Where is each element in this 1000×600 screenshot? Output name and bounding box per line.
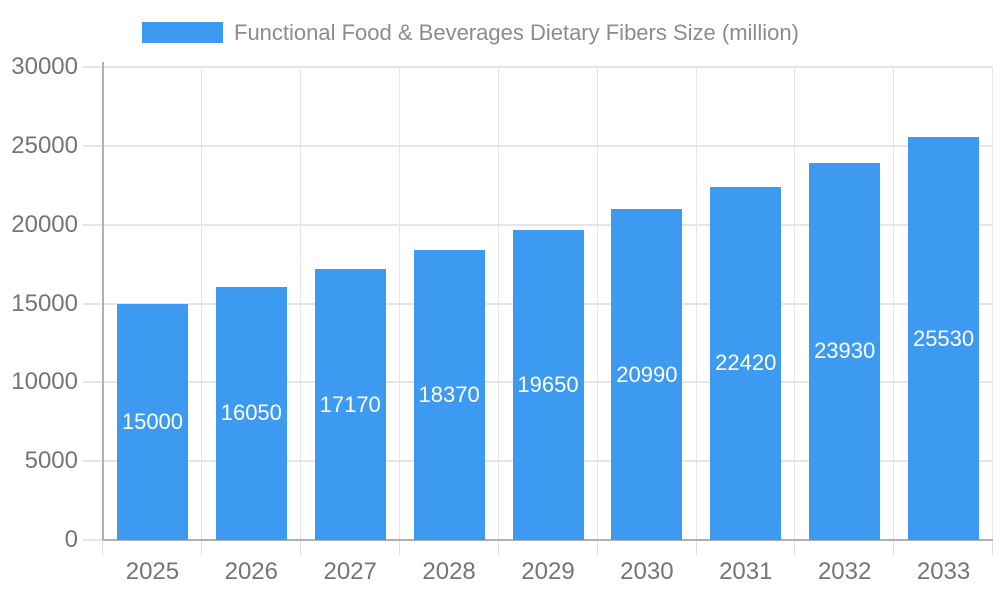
bar-2032[interactable]	[809, 162, 881, 540]
y-axis-zero-tick	[83, 539, 103, 541]
legend[interactable]: Functional Food & Beverages Dietary Fibe…	[142, 20, 799, 45]
x-axis-tick	[695, 540, 697, 555]
x-axis-tick-label: 2030	[620, 558, 674, 585]
x-axis-tick-label: 2027	[323, 558, 377, 585]
bar-2027[interactable]	[314, 269, 386, 540]
bar-2029[interactable]	[512, 230, 584, 540]
x-axis-tick	[794, 540, 796, 555]
y-axis-tick-label: 15000	[11, 289, 78, 317]
gridline-vertical	[201, 67, 203, 540]
y-axis-tick-label: 5000	[24, 447, 78, 475]
x-axis-tick-label: 2025	[125, 558, 180, 585]
bar-2033[interactable]	[908, 137, 980, 540]
x-axis-tick-label: 2028	[422, 558, 476, 585]
gridline-horizontal	[83, 144, 993, 147]
x-axis-tick	[992, 540, 994, 555]
gridline-vertical	[398, 67, 400, 540]
x-axis-tick-label: 2026	[224, 558, 278, 585]
x-axis-tick-label: 2031	[719, 558, 773, 585]
y-axis-tick-label: 20000	[11, 210, 78, 238]
bar-2026[interactable]	[215, 286, 287, 540]
x-axis-tick-label: 2032	[817, 558, 872, 585]
x-axis-tick	[497, 540, 499, 555]
x-axis-tick	[201, 540, 203, 555]
x-axis-tick	[300, 540, 302, 555]
x-axis-tick-label: 2033	[916, 558, 971, 585]
y-axis-tick-label: 0	[64, 526, 78, 553]
gridline-vertical	[300, 67, 302, 540]
bar-2025[interactable]	[116, 303, 188, 540]
legend-swatch	[142, 22, 223, 43]
bar-2030[interactable]	[611, 209, 683, 540]
gridline-horizontal	[83, 66, 993, 68]
bar-2028[interactable]	[413, 250, 485, 540]
gridline-vertical	[992, 67, 994, 540]
gridline-vertical	[893, 67, 895, 540]
x-axis-tick	[596, 540, 598, 555]
y-axis-tick-label: 30000	[11, 53, 78, 80]
gridline-vertical	[794, 67, 796, 540]
legend-label: Functional Food & Beverages Dietary Fibe…	[234, 20, 799, 45]
gridline-vertical	[497, 67, 499, 540]
x-axis-tick	[102, 540, 104, 555]
gridline-vertical	[695, 67, 697, 540]
x-axis-tick-label: 2029	[521, 558, 575, 585]
gridline-vertical	[596, 67, 598, 540]
x-axis-line	[103, 539, 993, 541]
gridline-horizontal	[83, 223, 993, 226]
y-axis-tick-label: 10000	[11, 368, 78, 396]
bar-2031[interactable]	[710, 186, 782, 540]
y-axis-tick-label: 25000	[11, 131, 78, 159]
x-axis-tick	[398, 540, 400, 555]
x-axis-tick	[893, 540, 895, 555]
y-axis-line	[102, 62, 104, 540]
